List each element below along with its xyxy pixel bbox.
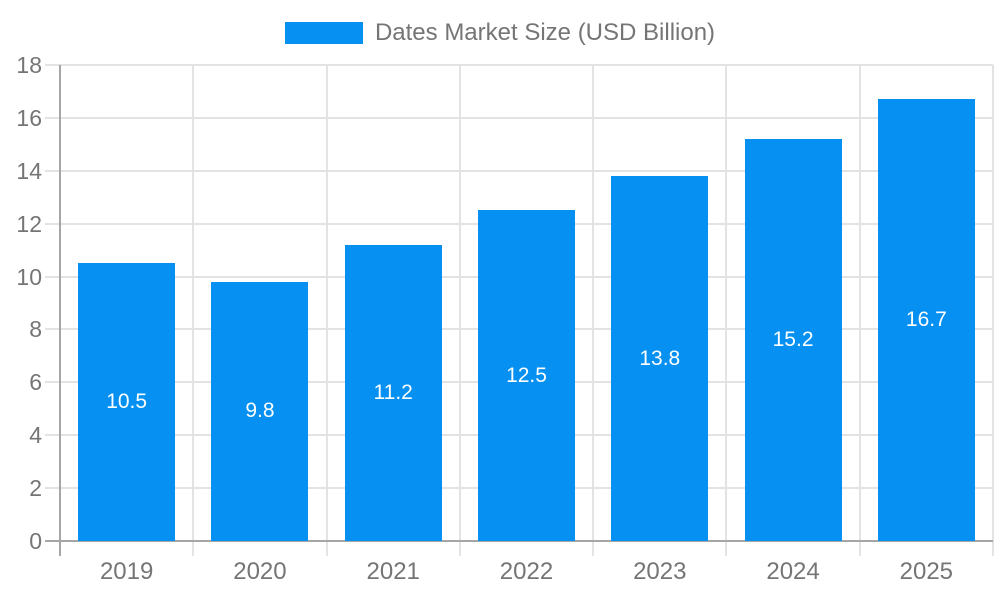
v-gridline <box>458 65 461 556</box>
bar-value-label: 11.2 <box>373 380 413 404</box>
y-tick-label: 12 <box>16 210 42 237</box>
x-tick-label: 2020 <box>233 558 287 585</box>
x-tick-label: 2025 <box>899 558 954 585</box>
bar-value-label: 10.5 <box>106 390 148 414</box>
bar-2023[interactable]: 13.8 <box>611 176 709 541</box>
x-tick-label: 2021 <box>366 558 420 585</box>
h-gridline <box>45 169 993 172</box>
x-tick-label: 2023 <box>633 558 687 585</box>
v-gridline <box>992 65 994 556</box>
legend-swatch <box>284 22 363 44</box>
x-tick-label: 2022 <box>499 558 554 585</box>
chart-legend[interactable]: Dates Market Size (USD Billion) <box>0 19 1000 46</box>
y-tick-label: 2 <box>29 475 42 502</box>
v-gridline <box>592 65 595 556</box>
y-tick-label: 10 <box>16 263 42 290</box>
bar-2025[interactable]: 16.7 <box>877 99 975 541</box>
bar-2021[interactable]: 11.2 <box>344 244 442 541</box>
y-tick-label: 4 <box>29 422 42 449</box>
y-tick-label: 14 <box>16 157 42 184</box>
x-tick-label: 2019 <box>99 558 154 585</box>
v-gridline <box>325 65 328 556</box>
y-tick-label: 8 <box>29 316 42 343</box>
x-axis-line <box>45 540 993 542</box>
bar-value-label: 12.5 <box>506 363 547 387</box>
bar-2024[interactable]: 15.2 <box>744 139 842 541</box>
bar-value-label: 13.8 <box>639 346 681 370</box>
plot-area: 10.5 9.8 11.2 12.5 13.8 15.2 16.7 <box>45 64 994 556</box>
legend-label: Dates Market Size (USD Billion) <box>374 19 716 46</box>
x-tick-label: 2024 <box>766 558 820 585</box>
bar-value-label: 16.7 <box>905 308 947 332</box>
y-axis-line <box>59 65 61 556</box>
y-tick-label: 6 <box>29 369 42 396</box>
h-gridline <box>45 116 993 119</box>
bar-2019[interactable]: 10.5 <box>78 263 176 541</box>
bar-2022[interactable]: 12.5 <box>478 210 575 541</box>
v-gridline <box>858 65 861 556</box>
bar-value-label: 15.2 <box>772 328 814 352</box>
y-tick-label: 16 <box>16 104 42 131</box>
bar-2020[interactable]: 9.8 <box>211 281 309 541</box>
v-gridline <box>725 65 728 556</box>
h-gridline <box>45 64 993 66</box>
bar-value-label: 9.8 <box>245 399 275 423</box>
y-tick-label: 0 <box>29 528 42 554</box>
y-tick-label: 18 <box>16 52 42 78</box>
v-gridline <box>192 65 195 556</box>
